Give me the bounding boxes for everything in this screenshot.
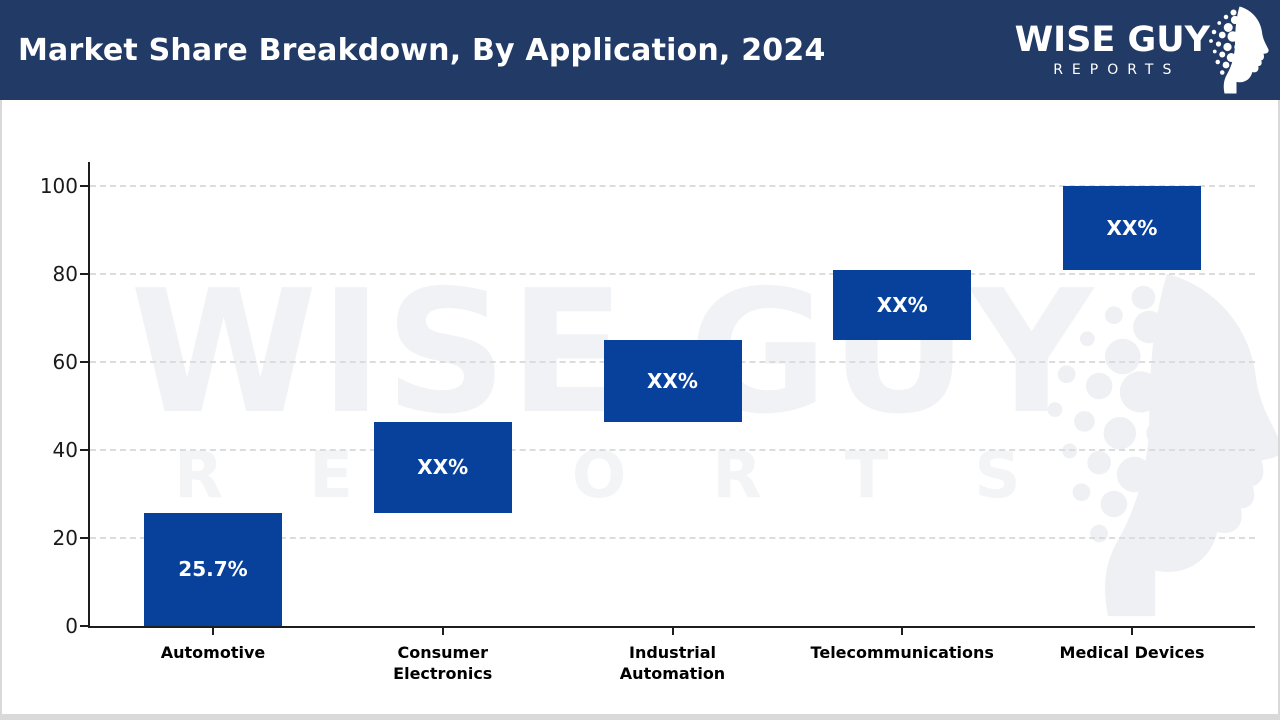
y-tick-label: 20 xyxy=(52,526,78,550)
page-title: Market Share Breakdown, By Application, … xyxy=(18,32,826,68)
footer-strip xyxy=(0,714,1280,720)
brand-head-icon xyxy=(1194,5,1270,95)
bar-medical-devices: XX% xyxy=(1063,186,1201,271)
y-tick-label: 60 xyxy=(52,350,78,374)
y-tick-label: 0 xyxy=(65,614,78,638)
x-axis-category-label: Telecommunications xyxy=(810,643,994,662)
x-tick-mark xyxy=(671,628,674,635)
gridline-80 xyxy=(90,273,1255,275)
y-tick-mark xyxy=(80,185,88,187)
x-axis-category-label: Automotive xyxy=(160,643,266,662)
gridline-100 xyxy=(90,185,1255,187)
x-axis-category-label: Medical Devices xyxy=(1059,643,1205,662)
y-tick-mark xyxy=(80,273,88,275)
bar-value-label: 25.7% xyxy=(178,557,248,582)
chart-area: WISE GUY REPORTS 0 20 40 60 80 100 25.7% Automo… xyxy=(0,100,1280,714)
gridline-40 xyxy=(90,449,1255,451)
x-tick-mark xyxy=(441,628,444,635)
y-tick-mark xyxy=(80,449,88,451)
bar-consumer-electronics: XX% xyxy=(373,421,512,513)
x-axis-line xyxy=(88,626,1255,628)
brand-sub: REPORTS xyxy=(1053,61,1181,78)
y-tick-mark xyxy=(80,625,88,627)
y-axis-line xyxy=(88,162,90,628)
x-tick-mark xyxy=(901,628,904,635)
bar-industrial-automation: XX% xyxy=(603,339,742,422)
y-tick-label: 100 xyxy=(39,174,78,198)
x-tick-mark xyxy=(212,628,214,635)
brand-text: WISE GUY REPORTS xyxy=(1014,19,1210,78)
x-tick-mark xyxy=(1131,628,1133,635)
watermark-reports-text: REPORTS xyxy=(174,439,1107,513)
bar-value-label: XX% xyxy=(1106,216,1158,241)
waterfall-chart: 0 20 40 60 80 100 25.7% Automotive XX% Consumer E… xyxy=(2,100,1278,714)
bar-value-label: XX% xyxy=(876,293,928,317)
bar-value-label: XX% xyxy=(647,368,698,393)
x-axis-category-label: Consumer Electronics xyxy=(393,643,493,683)
bar-telecommunications: XX% xyxy=(833,270,972,340)
header: Market Share Breakdown, By Application, … xyxy=(0,0,1280,100)
gridline-20 xyxy=(90,537,1255,539)
y-tick-label: 80 xyxy=(52,262,78,286)
bar-automotive: 25.7% xyxy=(144,512,282,626)
y-tick-mark xyxy=(80,537,88,539)
brand-name: WISE GUY xyxy=(1014,19,1210,60)
brand-logo: WISE GUY REPORTS xyxy=(1015,5,1270,95)
y-tick-mark xyxy=(80,361,88,363)
bar-value-label: XX% xyxy=(417,455,469,480)
y-tick-label: 40 xyxy=(52,438,78,462)
x-axis-category-label: Industrial Automation xyxy=(619,643,726,683)
